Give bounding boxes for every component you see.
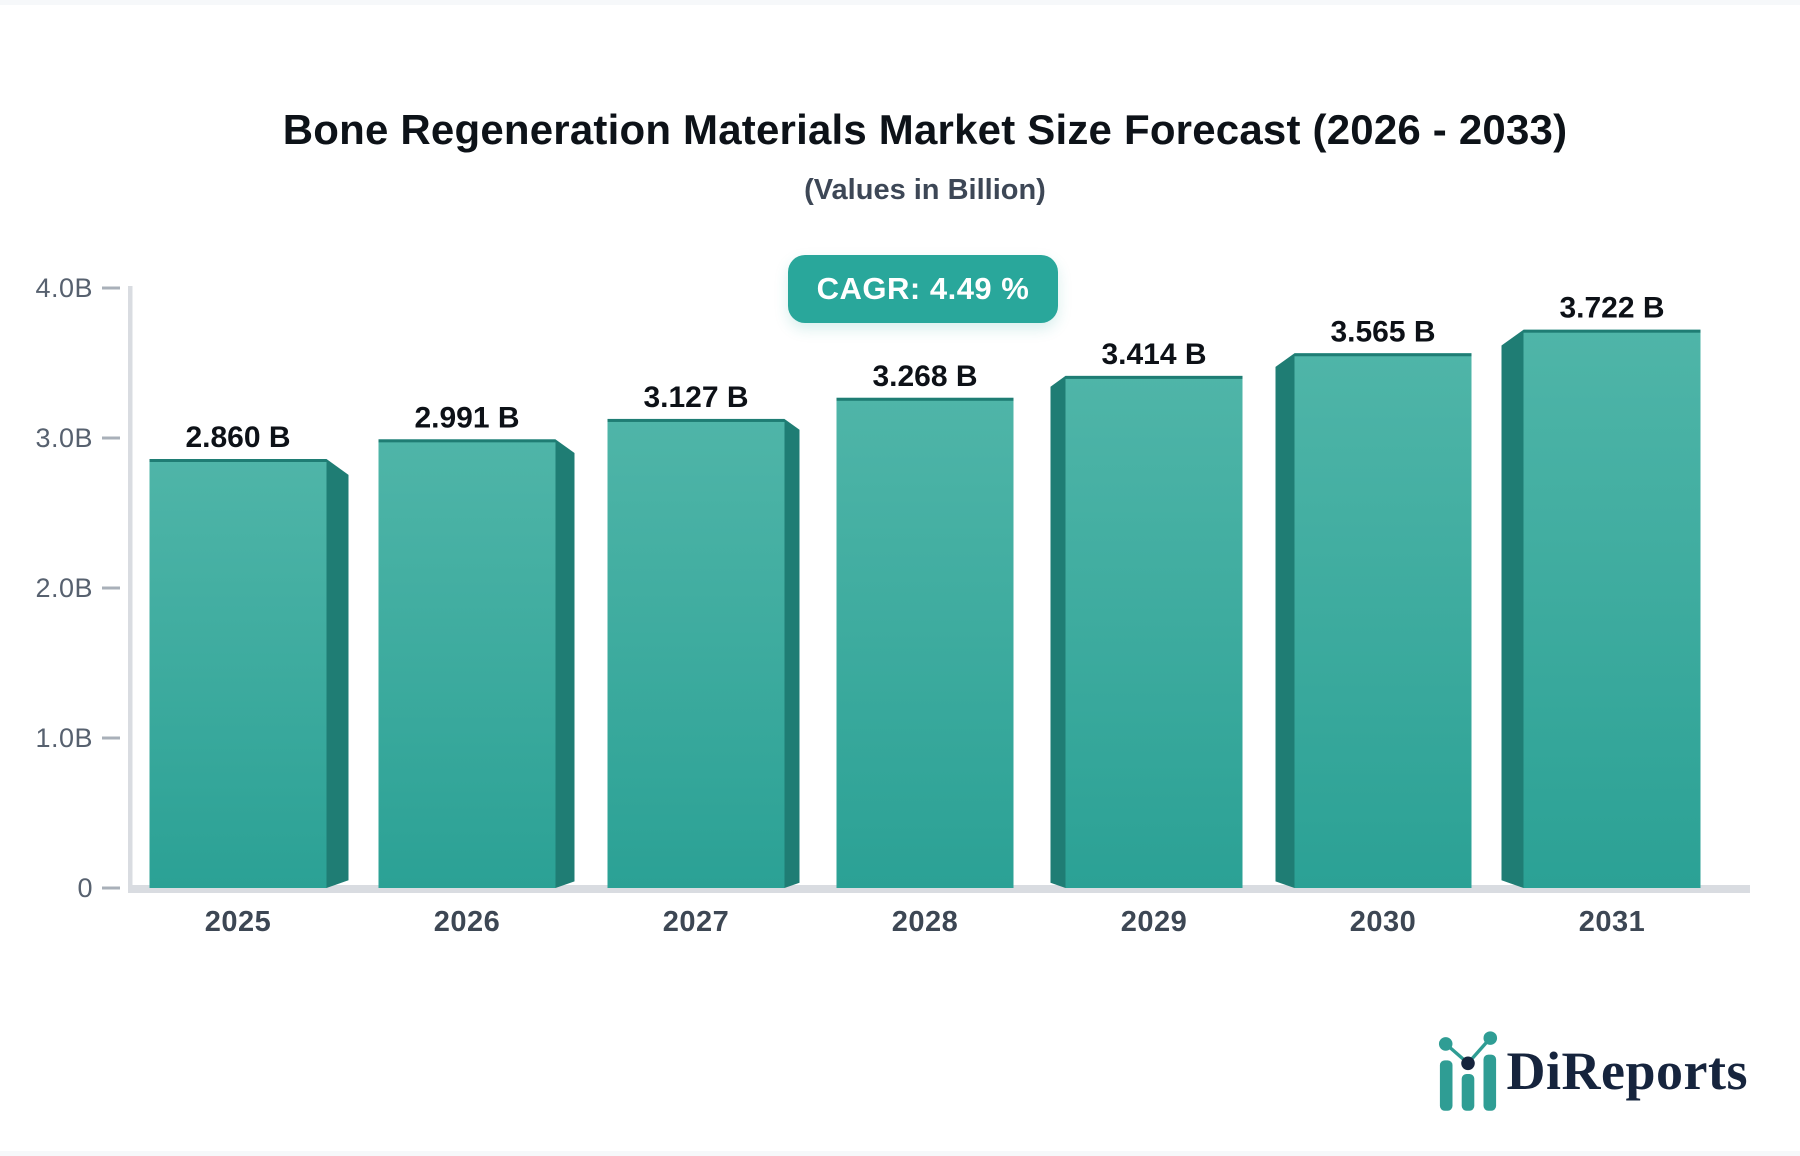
bar-value-label: 3.722 B <box>1559 292 1664 325</box>
y-tick-label: 2.0B <box>35 573 93 603</box>
bar-2030 <box>1294 353 1472 888</box>
x-axis-year-label: 2026 <box>434 906 501 938</box>
page-top-edge <box>0 0 1800 5</box>
bar-top-edge-2029 <box>1065 375 1243 379</box>
bar-3d-side-2030 <box>1275 353 1295 888</box>
y-tick-mark <box>102 436 120 440</box>
x-axis-year-label: 2031 <box>1579 906 1646 938</box>
bar-3d-side-2025 <box>326 459 349 888</box>
bar-value-label: 3.268 B <box>872 360 977 393</box>
bar-2029 <box>1065 375 1243 888</box>
y-axis-line <box>128 286 133 888</box>
y-tick-label: 3.0B <box>35 423 93 453</box>
bar-value-label: 3.127 B <box>643 381 748 414</box>
brand-logo: DiReports <box>1437 1028 1748 1114</box>
x-axis-year-label: 2025 <box>205 906 272 938</box>
y-tick-mark <box>102 586 120 590</box>
x-axis-year-label: 2027 <box>663 906 730 938</box>
bar-3d-side-2027 <box>784 418 800 888</box>
bar-2025 <box>149 459 327 888</box>
bar-top-edge-2027 <box>607 418 785 422</box>
y-tick-label: 4.0B <box>35 273 93 303</box>
x-axis-year-label: 2030 <box>1350 906 1417 938</box>
bar-2026 <box>378 439 556 888</box>
bar-2031 <box>1523 329 1701 888</box>
mini-bar-chart-icon <box>1438 1031 1497 1111</box>
y-tick-label: 1.0B <box>35 723 93 753</box>
bar-value-label: 3.565 B <box>1330 315 1435 348</box>
bar-2028 <box>836 397 1014 888</box>
y-tick-mark <box>102 736 120 740</box>
bar-top-edge-2026 <box>378 439 556 443</box>
page-bottom-edge <box>0 1151 1800 1156</box>
bar-2027 <box>607 418 785 888</box>
bar-top-edge-2028 <box>836 397 1014 401</box>
bar-value-label: 2.991 B <box>414 401 519 434</box>
bar-top-edge-2031 <box>1523 329 1701 333</box>
logo-text: DiReports <box>1506 1041 1748 1101</box>
bar-top-edge-2025 <box>149 459 327 462</box>
x-axis-baseline <box>128 885 1750 893</box>
bar-value-label: 2.860 B <box>185 421 290 454</box>
bar-top-edge-2030 <box>1294 353 1472 357</box>
y-tick-mark <box>102 886 120 890</box>
bar-3d-side-2029 <box>1050 375 1066 888</box>
bar-value-label: 3.414 B <box>1101 338 1206 371</box>
cagr-badge: CAGR: 4.49 % <box>788 255 1058 323</box>
bar-3d-side-2031 <box>1501 329 1524 888</box>
bar-3d-side-2026 <box>555 439 575 888</box>
x-axis-year-label: 2029 <box>1121 906 1188 938</box>
y-tick-label: 0 <box>77 873 93 903</box>
x-axis-year-label: 2028 <box>892 906 959 938</box>
y-tick-mark <box>102 286 120 290</box>
